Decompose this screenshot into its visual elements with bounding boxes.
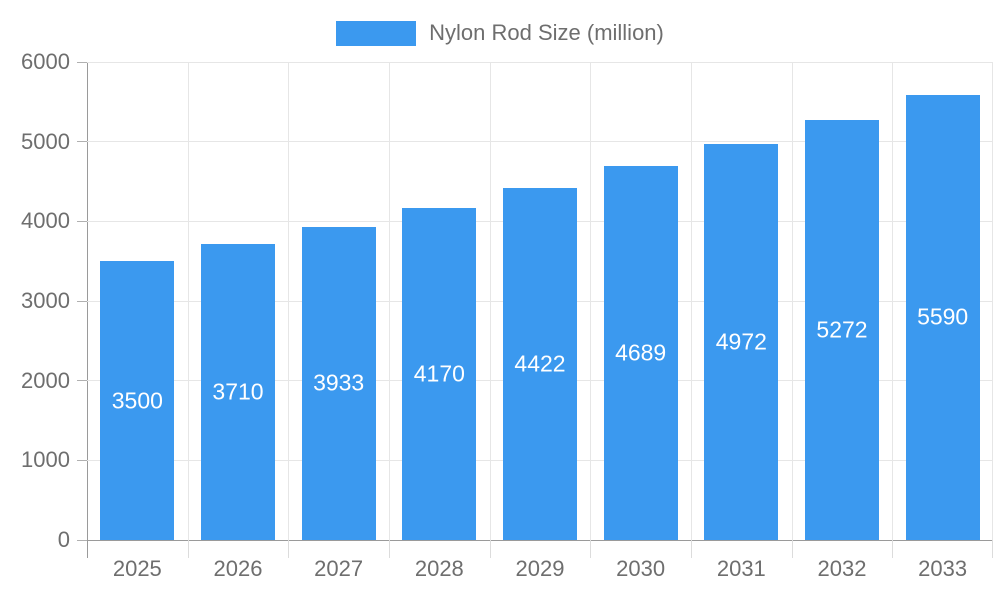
y-tick-mark [77,539,87,541]
y-axis-tick-label: 3000 [21,288,70,313]
bar-2025[interactable]: 3500 [100,261,175,540]
bar-value-label: 3500 [111,387,163,414]
bar-value-label: 4972 [715,328,767,355]
bar-2033[interactable]: 5590 [905,94,980,540]
x-axis-tick-label: 2032 [817,556,867,581]
y-axis-line [87,62,88,558]
x-tick-mark [288,540,289,558]
x-gridline [288,62,289,540]
bar-2031[interactable]: 4972 [704,143,779,540]
bar-value-label: 5590 [917,303,969,330]
x-tick-mark [691,540,692,558]
x-axis-tick-label: 2033 [918,556,968,581]
legend[interactable]: Nylon Rod Size (million) [0,19,1000,47]
bar-value-label: 5272 [816,316,868,343]
bar-value-label: 4422 [514,350,566,377]
x-tick-mark [992,540,993,558]
y-axis-tick-label: 0 [57,527,70,552]
x-axis-tick-label: 2027 [314,556,364,581]
y-tick-mark [77,141,87,143]
x-gridline [691,62,692,540]
x-axis-line [87,540,993,541]
y-axis-tick-label: 5000 [21,128,70,154]
x-gridline [892,62,893,540]
y-tick-mark [77,300,87,302]
y-gridline [87,61,993,63]
y-axis-tick-label: 1000 [21,447,70,473]
x-axis-tick-label: 2029 [515,556,565,581]
y-tick-mark [77,61,87,63]
bar-value-label: 3710 [212,378,264,405]
x-tick-mark [490,540,491,558]
bar-value-label: 4689 [615,339,667,366]
bar-2027[interactable]: 3933 [301,226,376,540]
y-gridline [87,141,993,143]
x-axis-tick-label: 2028 [414,556,464,581]
y-tick-mark [77,220,87,222]
bar-2029[interactable]: 4422 [503,187,577,540]
x-axis-tick-label: 2026 [213,556,263,581]
x-tick-mark [389,540,390,558]
bar-2032[interactable]: 5272 [805,120,879,540]
x-tick-mark [590,540,591,558]
legend-label: Nylon Rod Size (million) [429,20,664,45]
y-axis-tick-label: 4000 [21,208,70,234]
x-gridline [188,62,189,540]
y-axis-tick-label: 2000 [21,367,70,393]
x-axis-tick-label: 2031 [716,556,766,581]
bar-2030[interactable]: 4689 [603,166,678,540]
x-gridline [992,62,993,540]
x-gridline [389,62,390,540]
x-gridline [490,62,491,540]
legend-swatch [336,20,417,46]
x-tick-mark [892,540,893,558]
bar-2026[interactable]: 3710 [201,244,275,540]
x-tick-mark [188,540,189,558]
x-axis-tick-label: 2030 [616,556,666,581]
y-tick-mark [77,459,87,461]
x-tick-mark [792,540,793,558]
x-gridline [590,62,591,540]
bar-2028[interactable]: 4170 [402,207,477,540]
bar-value-label: 4170 [413,360,465,387]
plot-area: 3500 3710 3933 4170 4422 4689 4972 5272 5590 [87,61,993,540]
x-axis-tick-label: 2025 [112,556,162,581]
y-tick-mark [77,380,87,382]
bar-value-label: 3933 [313,369,365,396]
y-axis-tick-label: 6000 [21,49,70,74]
x-gridline [792,62,793,540]
